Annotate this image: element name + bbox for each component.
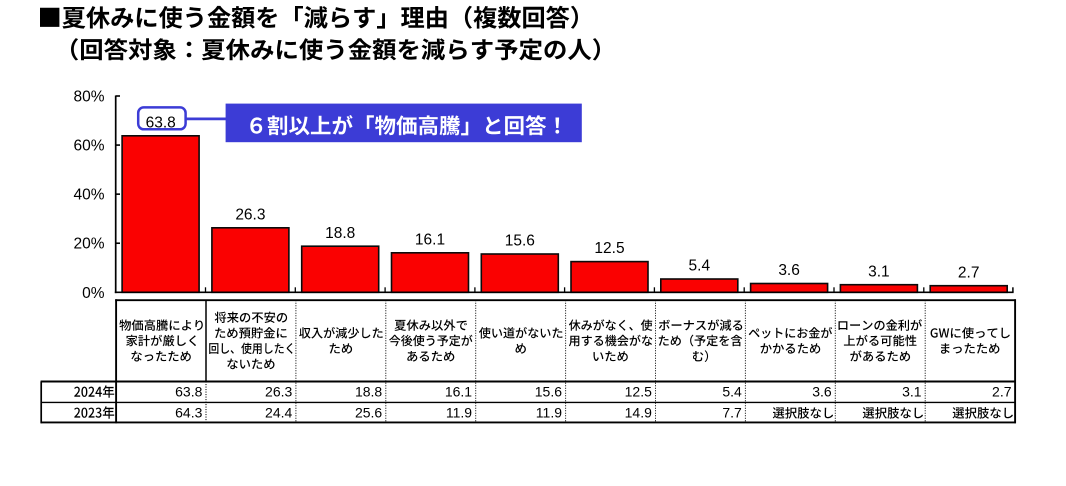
svg-text:12.5: 12.5 <box>625 384 652 400</box>
svg-text:5.4: 5.4 <box>689 258 711 275</box>
svg-text:18.8: 18.8 <box>355 384 382 400</box>
svg-text:20%: 20% <box>73 236 104 253</box>
svg-text:80%: 80% <box>73 89 104 106</box>
svg-text:12.5: 12.5 <box>594 240 624 257</box>
svg-text:11.9: 11.9 <box>446 405 472 421</box>
svg-text:16.1: 16.1 <box>445 384 472 400</box>
svg-text:40%: 40% <box>73 187 104 204</box>
svg-text:7.7: 7.7 <box>722 405 742 421</box>
svg-text:63.8: 63.8 <box>175 384 202 400</box>
svg-text:2.7: 2.7 <box>958 264 980 281</box>
svg-text:0%: 0% <box>82 285 105 302</box>
svg-text:3.6: 3.6 <box>812 384 832 400</box>
svg-text:18.8: 18.8 <box>325 225 355 242</box>
svg-text:16.1: 16.1 <box>415 231 445 248</box>
svg-text:64.3: 64.3 <box>175 405 202 421</box>
svg-text:25.6: 25.6 <box>355 405 382 421</box>
svg-text:26.3: 26.3 <box>235 206 265 223</box>
svg-text:26.3: 26.3 <box>265 384 292 400</box>
svg-text:11.9: 11.9 <box>536 405 562 421</box>
svg-text:15.6: 15.6 <box>535 384 562 400</box>
svg-text:15.6: 15.6 <box>505 233 535 250</box>
svg-text:63.8: 63.8 <box>146 114 176 131</box>
svg-text:2.7: 2.7 <box>992 384 1012 400</box>
svg-text:3.6: 3.6 <box>778 262 800 279</box>
svg-text:3.1: 3.1 <box>902 384 922 400</box>
svg-text:3.1: 3.1 <box>868 263 890 280</box>
svg-text:60%: 60% <box>73 138 104 155</box>
svg-text:24.4: 24.4 <box>265 405 292 421</box>
svg-text:14.9: 14.9 <box>625 405 652 421</box>
svg-text:5.4: 5.4 <box>722 384 742 400</box>
